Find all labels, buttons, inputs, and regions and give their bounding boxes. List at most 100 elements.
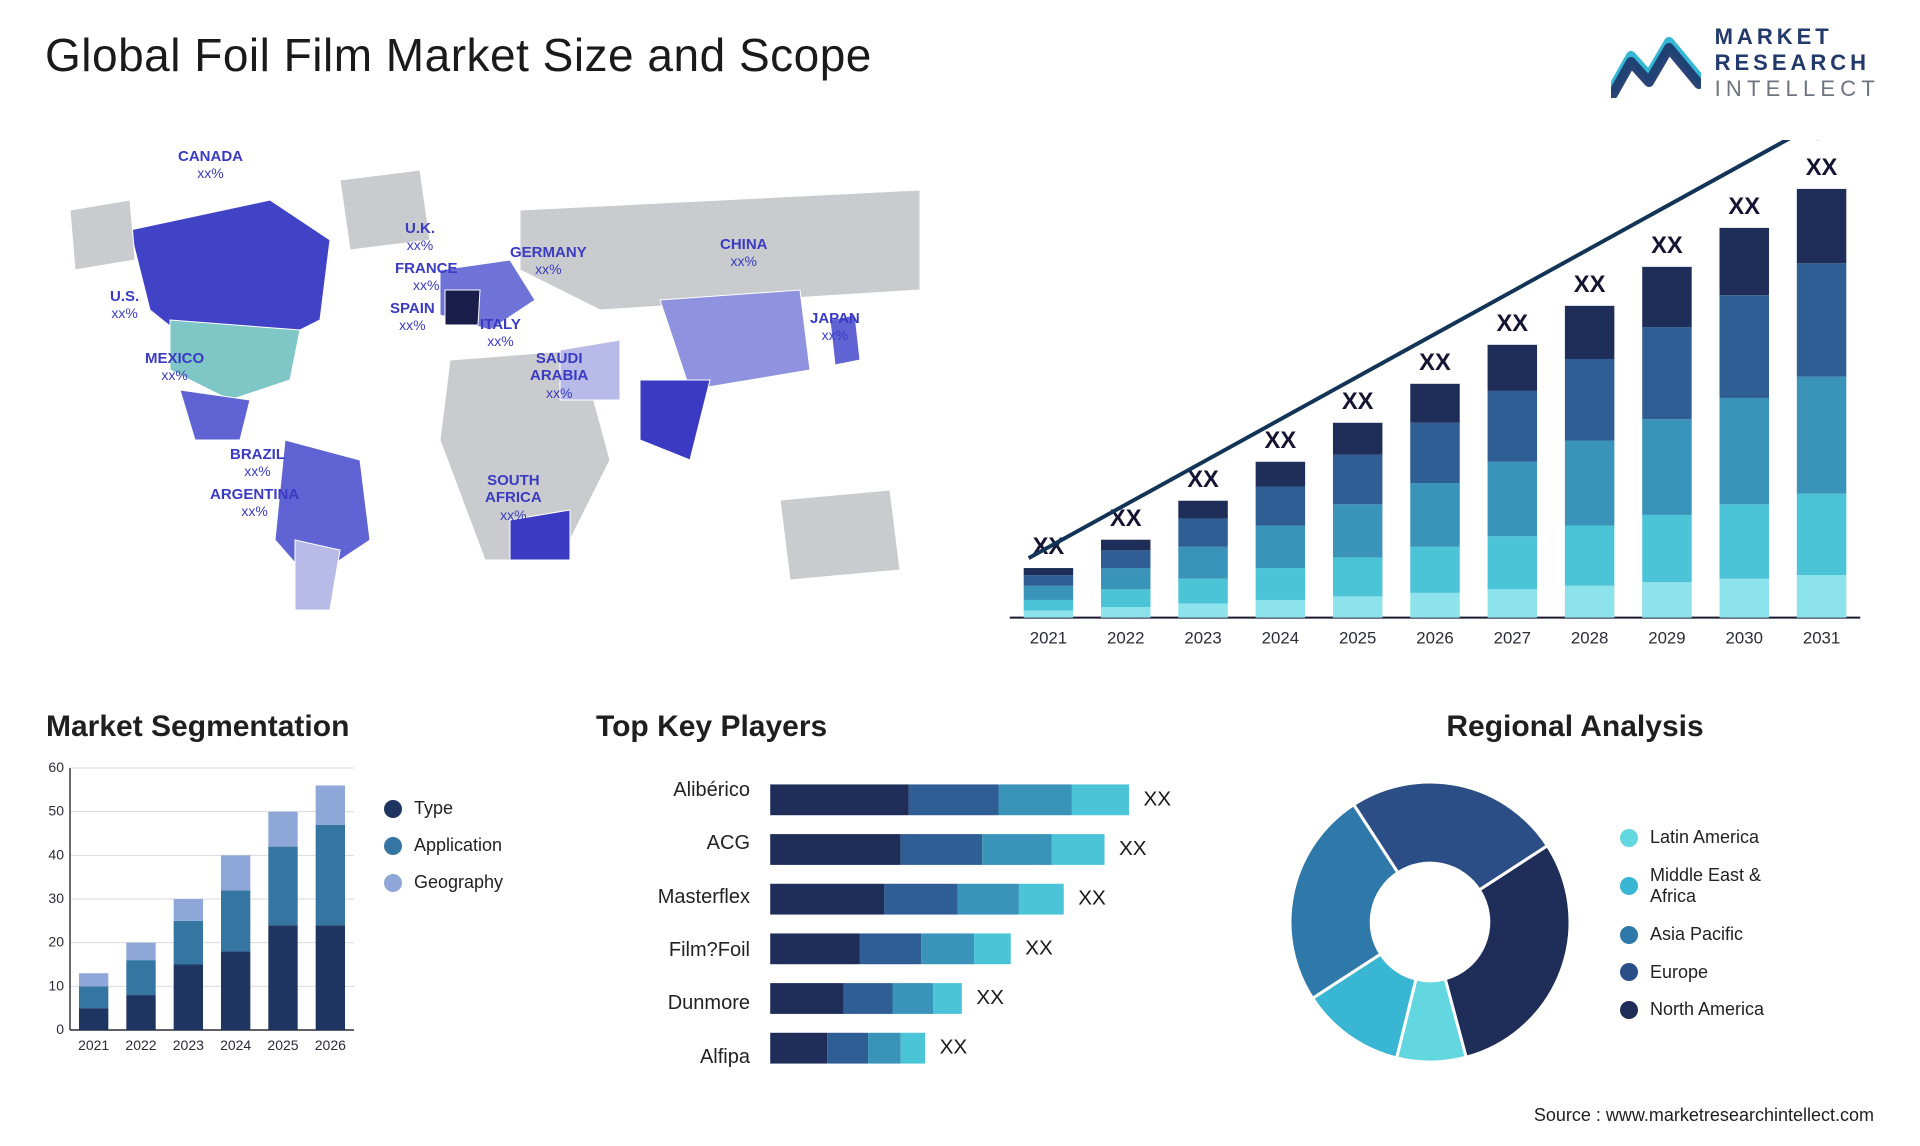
player-name: Dunmore <box>590 992 750 1015</box>
svg-text:XX: XX <box>1651 233 1683 259</box>
legend-swatch-icon <box>1620 963 1638 981</box>
source-line: Source : www.marketresearchintellect.com <box>1534 1105 1874 1126</box>
svg-text:2024: 2024 <box>220 1037 251 1053</box>
players-panel: Top Key Players Alibérico ACG Masterflex Fi… <box>590 710 1240 1090</box>
map-label: SOUTHAFRICAxx% <box>485 472 542 523</box>
svg-text:XX: XX <box>1078 887 1106 910</box>
svg-text:XX: XX <box>1265 428 1297 454</box>
logo-mark-icon <box>1611 28 1701 98</box>
svg-text:XX: XX <box>1119 837 1147 860</box>
svg-text:40: 40 <box>48 846 64 862</box>
map-label: U.S.xx% <box>110 288 139 321</box>
svg-text:XX: XX <box>1728 194 1760 220</box>
legend-label: Middle East & Africa <box>1650 865 1790 908</box>
svg-text:2028: 2028 <box>1571 628 1608 647</box>
svg-text:0: 0 <box>56 1021 64 1037</box>
growth-chart-svg: XX2021XX2022XX2023XX2024XX2025XX2026XX20… <box>990 140 1880 680</box>
svg-text:60: 60 <box>48 759 64 775</box>
legend-item: Geography <box>384 872 503 893</box>
svg-text:2026: 2026 <box>1416 628 1453 647</box>
legend-item: Middle East & Africa <box>1620 865 1790 908</box>
map-label: INDIAxx% <box>658 378 699 411</box>
svg-text:XX: XX <box>1342 389 1374 415</box>
brand-logo: MARKET RESEARCH INTELLECT <box>1611 20 1880 102</box>
map-label: BRAZILxx% <box>230 446 285 479</box>
segmentation-panel: Market Segmentation 01020304050602021202… <box>40 710 560 1090</box>
logo-line3: INTELLECT <box>1715 76 1880 102</box>
legend-swatch-icon <box>384 800 402 818</box>
legend-swatch-icon <box>1620 1001 1638 1019</box>
legend-swatch-icon <box>1620 926 1638 944</box>
players-names: Alibérico ACG Masterflex Film?Foil Dunmore Al… <box>590 758 750 1090</box>
legend-swatch-icon <box>1620 829 1638 847</box>
svg-text:XX: XX <box>940 1036 968 1059</box>
logo-line2: RESEARCH <box>1715 50 1880 76</box>
svg-text:2024: 2024 <box>1262 628 1299 647</box>
legend-label: Geography <box>414 872 503 893</box>
svg-text:2025: 2025 <box>267 1037 298 1053</box>
legend-label: Application <box>414 835 502 856</box>
legend-label: North America <box>1650 999 1764 1021</box>
svg-text:2031: 2031 <box>1803 628 1840 647</box>
regional-chart-svg <box>1270 772 1590 1072</box>
map-label: FRANCExx% <box>395 260 458 293</box>
page-title: Global Foil Film Market Size and Scope <box>40 20 872 82</box>
legend-label: Asia Pacific <box>1650 924 1743 946</box>
svg-text:XX: XX <box>976 986 1004 1009</box>
player-name: Alfipa <box>590 1046 750 1069</box>
svg-text:XX: XX <box>1143 787 1171 810</box>
segmentation-title: Market Segmentation <box>40 710 560 744</box>
legend-label: Europe <box>1650 962 1708 984</box>
svg-text:10: 10 <box>48 977 64 993</box>
map-label: SAUDIARABIAxx% <box>530 350 588 401</box>
svg-text:2030: 2030 <box>1726 628 1763 647</box>
world-map: CANADAxx%U.S.xx%MEXICOxx%BRAZILxx%ARGENT… <box>40 120 950 680</box>
legend-item: Asia Pacific <box>1620 924 1790 946</box>
svg-text:2022: 2022 <box>1107 628 1144 647</box>
svg-text:XX: XX <box>1025 936 1053 959</box>
legend-label: Latin America <box>1650 827 1759 849</box>
segmentation-legend: Type Application Geography <box>384 758 503 1090</box>
regional-title: Regional Analysis <box>1270 710 1880 744</box>
players-bars: XX XX XX XX XX XX <box>764 758 1240 1090</box>
legend-item: Application <box>384 835 503 856</box>
map-label: ARGENTINAxx% <box>210 486 299 519</box>
svg-text:XX: XX <box>1419 350 1451 376</box>
svg-text:2025: 2025 <box>1339 628 1376 647</box>
legend-swatch-icon <box>384 837 402 855</box>
players-chart-svg: XX XX XX XX XX XX <box>764 758 1240 1090</box>
legend-item: Latin America <box>1620 827 1790 849</box>
world-map-svg <box>40 120 950 680</box>
svg-text:XX: XX <box>1806 155 1838 181</box>
player-name: ACG <box>590 832 750 855</box>
svg-text:2027: 2027 <box>1494 628 1531 647</box>
svg-text:50: 50 <box>48 803 64 819</box>
map-label: SPAINxx% <box>390 300 435 333</box>
map-label: CHINAxx% <box>720 236 768 269</box>
legend-swatch-icon <box>384 874 402 892</box>
svg-text:2021: 2021 <box>78 1037 109 1053</box>
map-label: MEXICOxx% <box>145 350 204 383</box>
svg-text:XX: XX <box>1496 311 1528 337</box>
legend-swatch-icon <box>1620 877 1638 895</box>
map-label: U.K.xx% <box>405 220 435 253</box>
player-name: Film?Foil <box>590 939 750 962</box>
svg-text:30: 30 <box>48 890 64 906</box>
legend-item: Type <box>384 798 503 819</box>
regional-chart <box>1270 772 1590 1077</box>
player-name: Alibérico <box>590 779 750 802</box>
map-label: GERMANYxx% <box>510 244 587 277</box>
legend-item: Europe <box>1620 962 1790 984</box>
segmentation-chart: 0102030405060202120222023202420252026 <box>40 758 360 1090</box>
legend-label: Type <box>414 798 453 819</box>
svg-text:2022: 2022 <box>125 1037 156 1053</box>
regional-panel: Regional Analysis Latin America Middle Ea… <box>1270 710 1880 1090</box>
svg-text:XX: XX <box>1187 467 1219 493</box>
regional-legend: Latin America Middle East & Africa Asia Pa… <box>1620 827 1790 1021</box>
svg-text:2021: 2021 <box>1030 628 1067 647</box>
players-title: Top Key Players <box>590 710 1240 744</box>
logo-text: MARKET RESEARCH INTELLECT <box>1715 24 1880 102</box>
player-name: Masterflex <box>590 886 750 909</box>
growth-chart: XX2021XX2022XX2023XX2024XX2025XX2026XX20… <box>990 120 1880 680</box>
legend-item: North America <box>1620 999 1790 1021</box>
